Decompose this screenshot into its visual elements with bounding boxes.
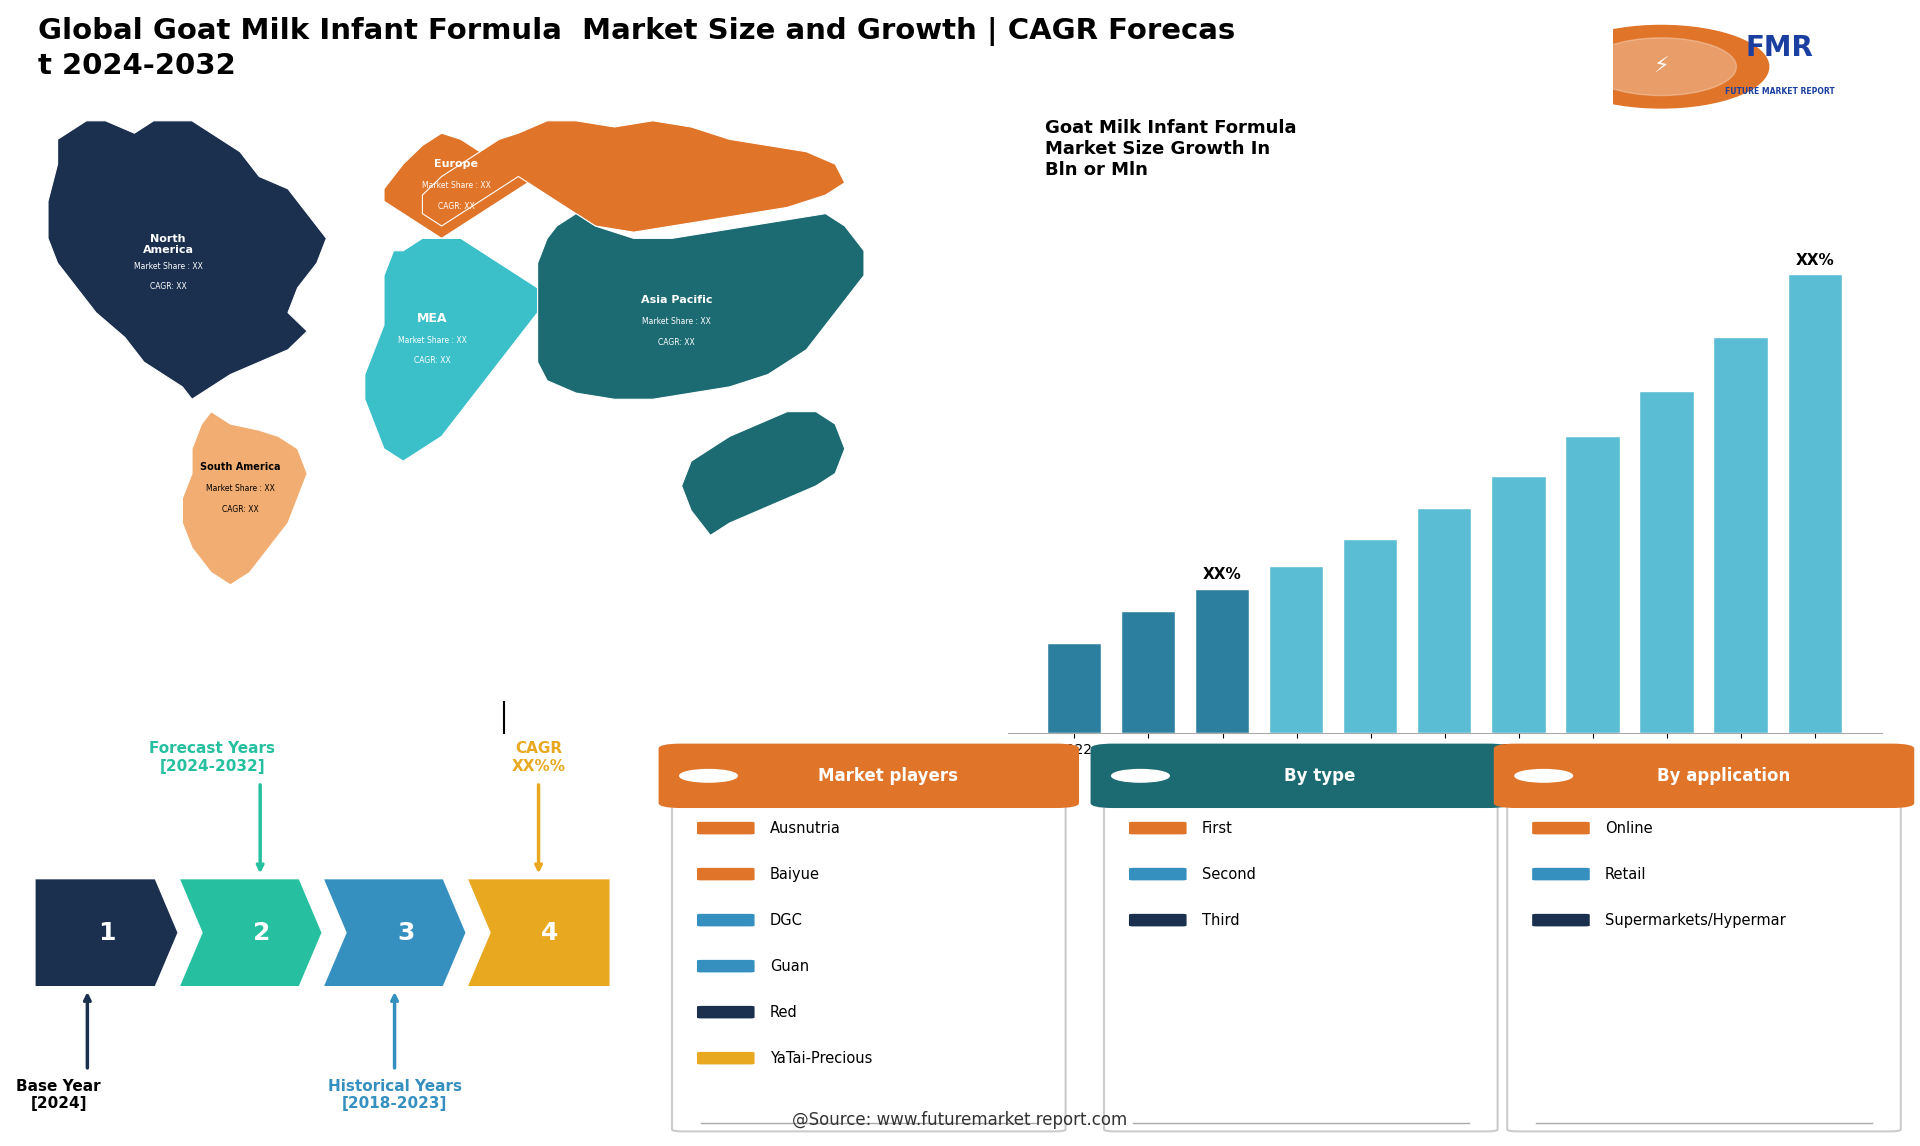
Circle shape (1553, 25, 1768, 108)
Polygon shape (48, 120, 326, 399)
FancyBboxPatch shape (697, 868, 755, 880)
Text: Red: Red (770, 1005, 797, 1020)
Text: XX%: XX% (1204, 567, 1242, 582)
FancyBboxPatch shape (1104, 801, 1498, 1131)
Text: By type: By type (1284, 767, 1356, 785)
FancyBboxPatch shape (659, 744, 1079, 808)
Text: XX%: XX% (1795, 253, 1836, 268)
Text: Baiyue: Baiyue (770, 866, 820, 881)
Polygon shape (182, 411, 307, 584)
FancyBboxPatch shape (672, 801, 1066, 1131)
Bar (1048, 644, 1100, 733)
FancyBboxPatch shape (697, 960, 755, 973)
Text: 1: 1 (98, 920, 115, 944)
Text: Market Share : XX: Market Share : XX (643, 317, 710, 327)
Circle shape (1515, 770, 1572, 782)
Text: Guan: Guan (770, 959, 808, 974)
Bar (1196, 590, 1250, 733)
Text: @Source: www.futuremarket report.com: @Source: www.futuremarket report.com (793, 1110, 1127, 1129)
Text: CAGR: XX: CAGR: XX (659, 338, 695, 347)
Text: ⚡: ⚡ (1653, 56, 1668, 77)
Text: Europe: Europe (434, 159, 478, 170)
Text: CAGR: XX: CAGR: XX (438, 202, 474, 211)
Circle shape (680, 770, 737, 782)
Text: Asia Pacific: Asia Pacific (641, 296, 712, 305)
FancyBboxPatch shape (697, 1052, 755, 1065)
FancyBboxPatch shape (1129, 868, 1187, 880)
Text: Ausnutria: Ausnutria (770, 821, 841, 835)
Text: By application: By application (1657, 767, 1789, 785)
Text: CAGR
XX%%: CAGR XX%% (511, 741, 566, 774)
FancyBboxPatch shape (697, 1006, 755, 1019)
Text: South America: South America (200, 462, 280, 472)
Text: Forecast Years
[2024-2032]: Forecast Years [2024-2032] (150, 741, 275, 774)
Text: Market Share : XX: Market Share : XX (205, 485, 275, 494)
Text: Goat Milk Infant Formula
Market Size Growth In
Bln or Mln: Goat Milk Infant Formula Market Size Gro… (1044, 119, 1296, 179)
Text: Market players: Market players (818, 767, 958, 785)
FancyBboxPatch shape (1507, 801, 1901, 1131)
Bar (1567, 437, 1620, 733)
Text: 4: 4 (541, 920, 559, 944)
FancyBboxPatch shape (1532, 822, 1590, 834)
Bar (1269, 567, 1323, 733)
Text: Second: Second (1202, 866, 1256, 881)
Text: DGC: DGC (770, 912, 803, 927)
Polygon shape (422, 120, 845, 233)
Polygon shape (384, 133, 547, 238)
Bar (1344, 540, 1398, 733)
Text: MEA: MEA (417, 313, 447, 325)
Polygon shape (179, 878, 323, 987)
Text: Market Share : XX: Market Share : XX (134, 261, 202, 270)
Text: North
America: North America (142, 234, 194, 256)
FancyBboxPatch shape (1129, 822, 1187, 834)
Bar (1789, 275, 1841, 733)
Text: 2: 2 (253, 920, 271, 944)
Polygon shape (35, 878, 179, 987)
FancyBboxPatch shape (697, 822, 755, 834)
Bar (1121, 612, 1175, 733)
Bar (1715, 338, 1768, 733)
Text: Base Year
[2024]: Base Year [2024] (15, 1080, 102, 1112)
Circle shape (1586, 38, 1736, 95)
Text: FMR: FMR (1745, 34, 1812, 62)
FancyBboxPatch shape (1494, 744, 1914, 808)
FancyBboxPatch shape (1091, 744, 1511, 808)
Text: Historical Years
[2018-2023]: Historical Years [2018-2023] (328, 1080, 461, 1112)
Text: Global Goat Milk Infant Formula  Market Size and Growth | CAGR Forecas: Global Goat Milk Infant Formula Market S… (38, 17, 1236, 46)
Polygon shape (682, 411, 845, 535)
Text: Online: Online (1605, 821, 1653, 835)
Text: Supermarkets/Hypermar: Supermarkets/Hypermar (1605, 912, 1786, 927)
FancyBboxPatch shape (1532, 868, 1590, 880)
Bar (1492, 477, 1546, 733)
Text: YaTai-Precious: YaTai-Precious (770, 1051, 872, 1066)
Text: CAGR: XX: CAGR: XX (150, 282, 186, 291)
Text: Retail: Retail (1605, 866, 1647, 881)
Text: Third: Third (1202, 912, 1240, 927)
Text: Market Share : XX: Market Share : XX (422, 181, 490, 190)
Polygon shape (467, 878, 611, 987)
Polygon shape (323, 878, 467, 987)
Text: CAGR: XX: CAGR: XX (221, 505, 259, 513)
Polygon shape (365, 238, 538, 461)
Bar (1640, 392, 1693, 733)
Text: FUTURE MARKET REPORT: FUTURE MARKET REPORT (1724, 87, 1834, 96)
Text: First: First (1202, 821, 1233, 835)
Polygon shape (538, 213, 864, 399)
Text: Market Share : XX: Market Share : XX (397, 336, 467, 345)
Circle shape (1112, 770, 1169, 782)
Text: CAGR: XX: CAGR: XX (413, 356, 451, 366)
FancyBboxPatch shape (697, 913, 755, 926)
Bar (1419, 509, 1471, 733)
Text: 3: 3 (397, 920, 415, 944)
FancyBboxPatch shape (1532, 913, 1590, 926)
FancyBboxPatch shape (1129, 913, 1187, 926)
Text: t 2024-2032: t 2024-2032 (38, 52, 236, 79)
